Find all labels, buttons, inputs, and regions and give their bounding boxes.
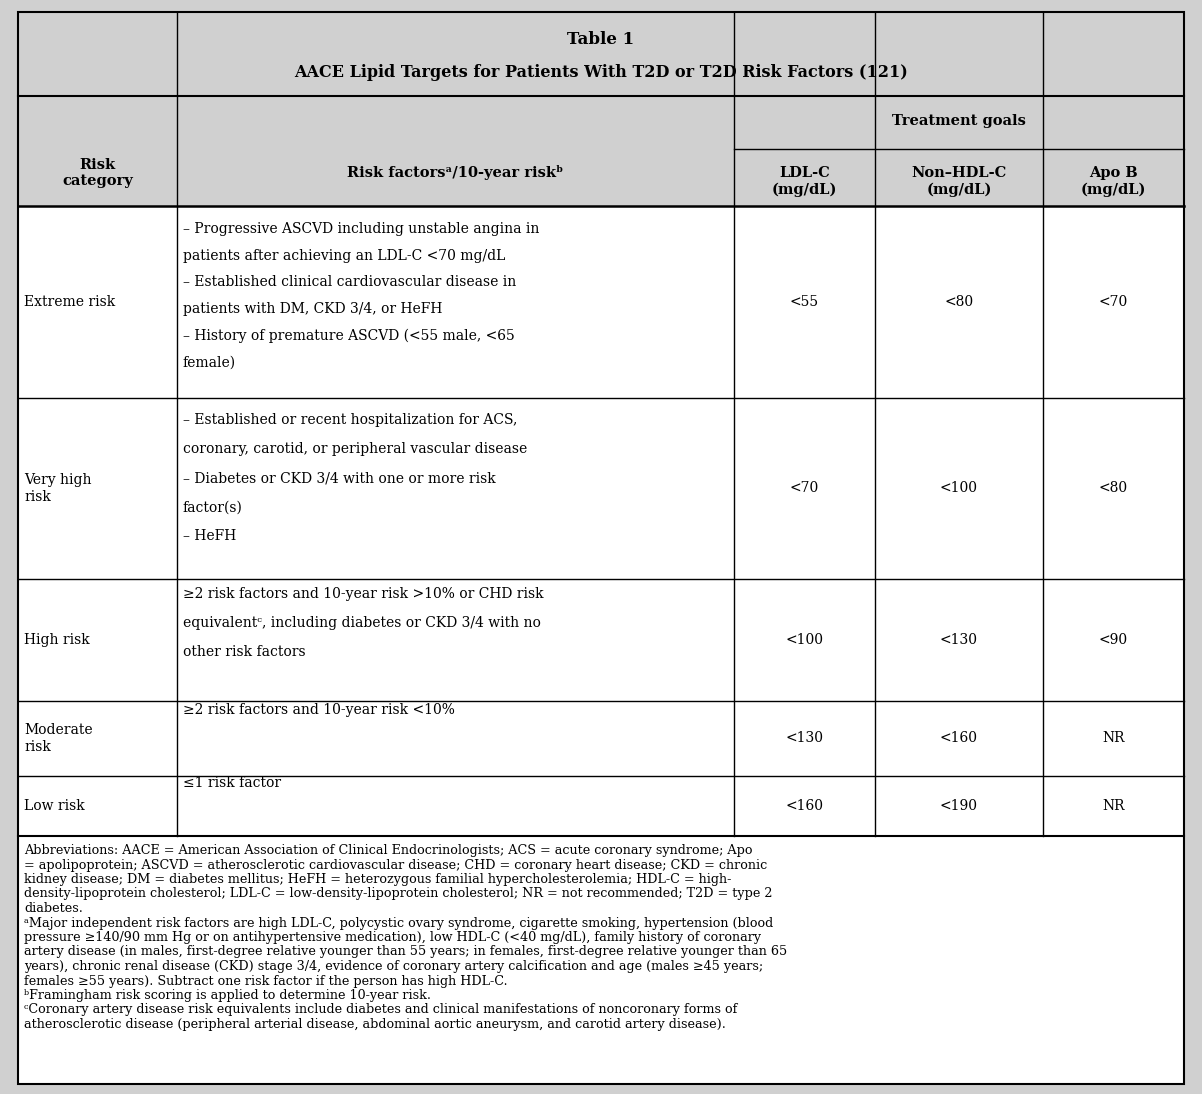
Text: diabetes.: diabetes.	[24, 901, 83, 915]
Text: ≥2 risk factors and 10-year risk >10% or CHD risk: ≥2 risk factors and 10-year risk >10% or…	[183, 586, 543, 601]
Text: – History of premature ASCVD (<55 male, <65: – History of premature ASCVD (<55 male, …	[183, 328, 514, 342]
Bar	[18, 96, 1184, 206]
Text: <100: <100	[940, 481, 978, 496]
Text: <190: <190	[940, 799, 978, 813]
Bar	[18, 836, 1184, 1084]
Text: Very high
risk: Very high risk	[24, 473, 91, 504]
Text: Treatment goals: Treatment goals	[892, 114, 1027, 128]
Text: – HeFH: – HeFH	[183, 529, 236, 544]
Text: – Established clinical cardiovascular disease in: – Established clinical cardiovascular di…	[183, 276, 516, 290]
Bar	[18, 398, 1184, 579]
Text: Risk factorsᵃ/10-year riskᵇ: Risk factorsᵃ/10-year riskᵇ	[347, 165, 564, 181]
Text: ᵃMajor independent risk factors are high LDL-C, polycystic ovary syndrome, cigar: ᵃMajor independent risk factors are high…	[24, 917, 773, 930]
Text: = apolipoprotein; ASCVD = atherosclerotic cardiovascular disease; CHD = coronary: = apolipoprotein; ASCVD = atheroscleroti…	[24, 859, 767, 872]
Text: pressure ≥140/90 mm Hg or on antihypertensive medication), low HDL-C (<40 mg/dL): pressure ≥140/90 mm Hg or on antihyperte…	[24, 931, 761, 944]
Text: <130: <130	[786, 732, 823, 745]
Bar	[18, 776, 1184, 836]
Bar	[18, 12, 1184, 96]
Text: <80: <80	[945, 295, 974, 309]
Text: Table 1: Table 1	[567, 32, 635, 48]
Text: <80: <80	[1099, 481, 1127, 496]
Text: ≥2 risk factors and 10-year risk <10%: ≥2 risk factors and 10-year risk <10%	[183, 703, 454, 717]
Text: female): female)	[183, 356, 236, 370]
Text: <55: <55	[790, 295, 819, 309]
Bar	[18, 579, 1184, 701]
Text: Moderate
risk: Moderate risk	[24, 723, 93, 754]
Text: <130: <130	[940, 633, 978, 647]
Text: atherosclerotic disease (peripheral arterial disease, abdominal aortic aneurysm,: atherosclerotic disease (peripheral arte…	[24, 1019, 726, 1031]
Text: ᶜCoronary artery disease risk equivalents include diabetes and clinical manifest: ᶜCoronary artery disease risk equivalent…	[24, 1003, 737, 1016]
Text: Extreme risk: Extreme risk	[24, 295, 115, 309]
Text: NR: NR	[1102, 799, 1125, 813]
Text: Low risk: Low risk	[24, 799, 85, 813]
Text: equivalentᶜ, including diabetes or CKD 3/4 with no: equivalentᶜ, including diabetes or CKD 3…	[183, 616, 541, 630]
Text: – Progressive ASCVD including unstable angina in: – Progressive ASCVD including unstable a…	[183, 222, 538, 236]
Text: density-lipoprotein cholesterol; LDL-C = low-density-lipoprotein cholesterol; NR: density-lipoprotein cholesterol; LDL-C =…	[24, 887, 773, 900]
Text: coronary, carotid, or peripheral vascular disease: coronary, carotid, or peripheral vascula…	[183, 442, 526, 456]
Text: <100: <100	[786, 633, 823, 647]
Text: LDL-C
(mg/dL): LDL-C (mg/dL)	[772, 166, 838, 197]
Text: other risk factors: other risk factors	[183, 644, 305, 659]
Text: <160: <160	[940, 732, 978, 745]
Text: patients with DM, CKD 3/4, or HeFH: patients with DM, CKD 3/4, or HeFH	[183, 302, 442, 316]
Text: High risk: High risk	[24, 633, 90, 647]
Text: – Established or recent hospitalization for ACS,: – Established or recent hospitalization …	[183, 412, 517, 427]
Text: factor(s): factor(s)	[183, 500, 243, 514]
Text: artery disease (in males, first-degree relative younger than 55 years; in female: artery disease (in males, first-degree r…	[24, 945, 787, 958]
Text: patients after achieving an LDL-C <70 mg/dL: patients after achieving an LDL-C <70 mg…	[183, 248, 505, 263]
Text: ᵇFramingham risk scoring is applied to determine 10-year risk.: ᵇFramingham risk scoring is applied to d…	[24, 989, 432, 1002]
Bar	[18, 701, 1184, 776]
Text: – Diabetes or CKD 3/4 with one or more risk: – Diabetes or CKD 3/4 with one or more r…	[183, 472, 495, 485]
Bar	[18, 206, 1184, 398]
Text: <70: <70	[1099, 295, 1129, 309]
Text: Apo B
(mg/dL): Apo B (mg/dL)	[1081, 166, 1147, 197]
Text: ≤1 risk factor: ≤1 risk factor	[183, 777, 280, 790]
Text: <90: <90	[1099, 633, 1127, 647]
Text: <160: <160	[786, 799, 823, 813]
Text: kidney disease; DM = diabetes mellitus; HeFH = heterozygous familial hypercholes: kidney disease; DM = diabetes mellitus; …	[24, 873, 731, 886]
Text: females ≥55 years). Subtract one risk factor if the person has high HDL-C.: females ≥55 years). Subtract one risk fa…	[24, 975, 507, 988]
Text: NR: NR	[1102, 732, 1125, 745]
Text: Non–HDL-C
(mg/dL): Non–HDL-C (mg/dL)	[911, 166, 1006, 197]
Text: Abbreviations: AACE = American Association of Clinical Endocrinologists; ACS = a: Abbreviations: AACE = American Associati…	[24, 843, 752, 857]
Text: AACE Lipid Targets for Patients With T2D or T2D Risk Factors (121): AACE Lipid Targets for Patients With T2D…	[294, 63, 908, 81]
Text: Risk
category: Risk category	[61, 158, 132, 188]
Text: <70: <70	[790, 481, 819, 496]
Text: years), chronic renal disease (CKD) stage 3/4, evidence of coronary artery calci: years), chronic renal disease (CKD) stag…	[24, 961, 763, 973]
